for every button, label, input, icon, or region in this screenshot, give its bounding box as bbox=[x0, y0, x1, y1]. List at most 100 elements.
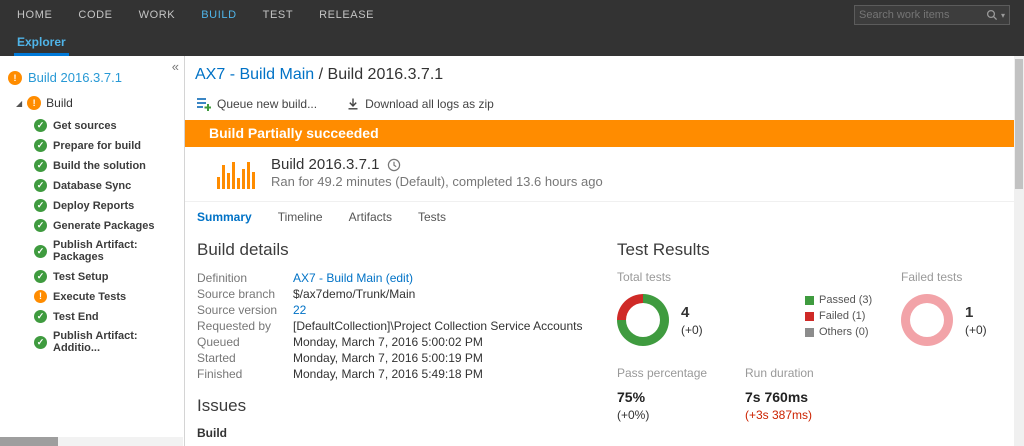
build-step-publish-additional[interactable]: Publish Artifact: Additio... bbox=[0, 327, 184, 358]
total-tests-legend: Passed (3) Failed (1) Others (0) bbox=[805, 294, 901, 346]
failed-tests-count: 1 bbox=[965, 303, 974, 321]
build-step-prepare[interactable]: Prepare for build bbox=[0, 136, 184, 156]
build-steps-sidebar: Build 2016.3.7.1 Build Get sources Prepa… bbox=[0, 56, 185, 446]
vertical-scrollbar[interactable] bbox=[1014, 56, 1024, 446]
run-duration-value: 7s 760ms bbox=[745, 389, 809, 405]
detail-row-finished: Finished Monday, March 7, 2016 5:49:18 P… bbox=[197, 366, 597, 382]
search-icon[interactable] bbox=[986, 9, 998, 21]
pass-percentage-metric: Pass percentage 75% (+0%) bbox=[617, 366, 745, 422]
tab-timeline[interactable]: Timeline bbox=[277, 210, 323, 224]
sidebar-build-title[interactable]: Build 2016.3.7.1 bbox=[0, 62, 184, 91]
nav-work[interactable]: WORK bbox=[138, 9, 176, 21]
detail-row-queued: Queued Monday, March 7, 2016 5:00:02 PM bbox=[197, 334, 597, 350]
sidebar-collapse-icon[interactable] bbox=[172, 59, 179, 74]
failed-tests-donut bbox=[901, 294, 953, 346]
detail-row-definition: Definition AX7 - Build Main (edit) bbox=[197, 270, 597, 286]
detail-value: Monday, March 7, 2016 5:49:18 PM bbox=[293, 367, 483, 381]
build-details-column: Build details Definition AX7 - Build Mai… bbox=[197, 232, 597, 446]
sidebar-horizontal-scrollbar[interactable] bbox=[0, 437, 183, 446]
step-label: Build the solution bbox=[53, 159, 146, 172]
total-tests-count: 4 bbox=[681, 303, 690, 321]
scrollbar-thumb[interactable] bbox=[0, 437, 58, 446]
step-label: Publish Artifact: Additio... bbox=[53, 330, 138, 354]
success-check-icon bbox=[34, 335, 47, 349]
total-tests-donut bbox=[617, 294, 669, 346]
breadcrumb-definition-link[interactable]: AX7 - Build Main bbox=[195, 66, 315, 83]
pass-percentage-value: 75% bbox=[617, 389, 646, 405]
summary-columns: Build details Definition AX7 - Build Mai… bbox=[185, 232, 1014, 446]
others-legend-swatch bbox=[805, 327, 814, 337]
success-check-icon bbox=[34, 199, 47, 212]
hero-text: Build 2016.3.7.1 Ran for 49.2 minutes (D… bbox=[271, 156, 603, 191]
build-history-chart-icon[interactable] bbox=[217, 159, 255, 189]
build-step-publish-packages[interactable]: Publish Artifact: Packages bbox=[0, 236, 184, 267]
tab-summary[interactable]: Summary bbox=[197, 210, 252, 224]
build-step-test-setup[interactable]: Test Setup bbox=[0, 267, 184, 287]
search-box[interactable] bbox=[854, 5, 1010, 25]
detail-label: Queued bbox=[197, 335, 240, 349]
tab-explorer[interactable]: Explorer bbox=[14, 35, 69, 56]
download-logs-button[interactable]: Download all logs as zip bbox=[347, 97, 494, 111]
search-input[interactable] bbox=[859, 9, 986, 21]
definition-link[interactable]: AX7 - Build Main (edit) bbox=[293, 271, 414, 285]
nav-home[interactable]: HOME bbox=[17, 9, 53, 21]
failed-tests-delta: (+0) bbox=[965, 322, 987, 337]
detail-label: Source version bbox=[197, 303, 278, 317]
detail-row-source-version: Source version 22 bbox=[197, 302, 597, 318]
step-label: Deploy Reports bbox=[53, 199, 135, 212]
tab-tests[interactable]: Tests bbox=[417, 210, 446, 224]
build-status-text: Build Partially succeeded bbox=[209, 125, 379, 141]
hero-build-title: Build 2016.3.7.1 bbox=[271, 156, 380, 173]
legend-label: Failed (1) bbox=[819, 310, 866, 322]
success-check-icon bbox=[34, 219, 47, 232]
detail-label: Started bbox=[197, 351, 236, 365]
issues-heading: Issues bbox=[197, 396, 247, 415]
detail-label: Source branch bbox=[197, 287, 276, 301]
step-label: Generate Packages bbox=[53, 219, 155, 232]
breadcrumb-separator: / bbox=[314, 66, 328, 83]
source-version-link[interactable]: 22 bbox=[293, 303, 307, 317]
scrollbar-thumb[interactable] bbox=[1015, 59, 1023, 189]
build-step-database-sync[interactable]: Database Sync bbox=[0, 176, 184, 196]
legend-label: Passed (3) bbox=[819, 294, 873, 306]
build-step-deploy-reports[interactable]: Deploy Reports bbox=[0, 196, 184, 216]
pass-percentage-label: Pass percentage bbox=[617, 366, 708, 380]
build-step-build-solution[interactable]: Build the solution bbox=[0, 156, 184, 176]
nav-release[interactable]: RELEASE bbox=[319, 9, 375, 21]
step-label: Prepare for build bbox=[53, 139, 142, 152]
passed-legend-swatch bbox=[805, 295, 814, 305]
build-status-banner: Build Partially succeeded bbox=[185, 120, 1014, 147]
tree-expand-caret-icon[interactable] bbox=[16, 99, 22, 108]
nav-test[interactable]: TEST bbox=[262, 9, 294, 21]
detail-label: Finished bbox=[197, 367, 243, 381]
clock-icon bbox=[387, 158, 401, 172]
nav-code[interactable]: CODE bbox=[78, 9, 113, 21]
detail-label: Definition bbox=[197, 271, 248, 285]
detailed-report-link[interactable]: Detailed report > bbox=[617, 444, 1024, 446]
test-results-metrics: Pass percentage 75% (+0%) Run duration 7… bbox=[617, 366, 1024, 422]
search-dropdown-caret-icon[interactable] bbox=[1001, 11, 1005, 20]
hub-row: Explorer bbox=[0, 30, 1024, 56]
success-check-icon bbox=[34, 159, 47, 172]
hero-build-subtitle: Ran for 49.2 minutes (Default), complete… bbox=[271, 174, 603, 189]
tree-node-build[interactable]: Build bbox=[0, 91, 184, 116]
build-step-generate-packages[interactable]: Generate Packages bbox=[0, 216, 184, 236]
legend-label: Others (0) bbox=[819, 326, 869, 338]
queue-build-icon bbox=[197, 97, 211, 111]
failed-tests-label: Failed tests bbox=[901, 270, 963, 284]
build-step-get-sources[interactable]: Get sources bbox=[0, 116, 184, 136]
nav-build[interactable]: BUILD bbox=[201, 9, 237, 21]
content-area: Build 2016.3.7.1 Build Get sources Prepa… bbox=[0, 56, 1024, 446]
build-step-execute-tests[interactable]: Execute Tests bbox=[0, 287, 184, 307]
queue-new-build-button[interactable]: Queue new build... bbox=[197, 97, 317, 111]
build-hero: Build 2016.3.7.1 Ran for 49.2 minutes (D… bbox=[185, 147, 1014, 202]
build-step-test-end[interactable]: Test End bbox=[0, 307, 184, 327]
detail-row-started: Started Monday, March 7, 2016 5:00:19 PM bbox=[197, 350, 597, 366]
success-check-icon bbox=[34, 179, 47, 192]
run-duration-delta: (+3s 387ms) bbox=[745, 408, 813, 422]
step-label: Publish Artifact: Packages bbox=[53, 239, 138, 263]
success-check-icon bbox=[34, 270, 47, 283]
tab-artifacts[interactable]: Artifacts bbox=[348, 210, 392, 224]
test-results-heading: Test Results bbox=[617, 240, 710, 259]
success-check-icon bbox=[34, 244, 47, 258]
